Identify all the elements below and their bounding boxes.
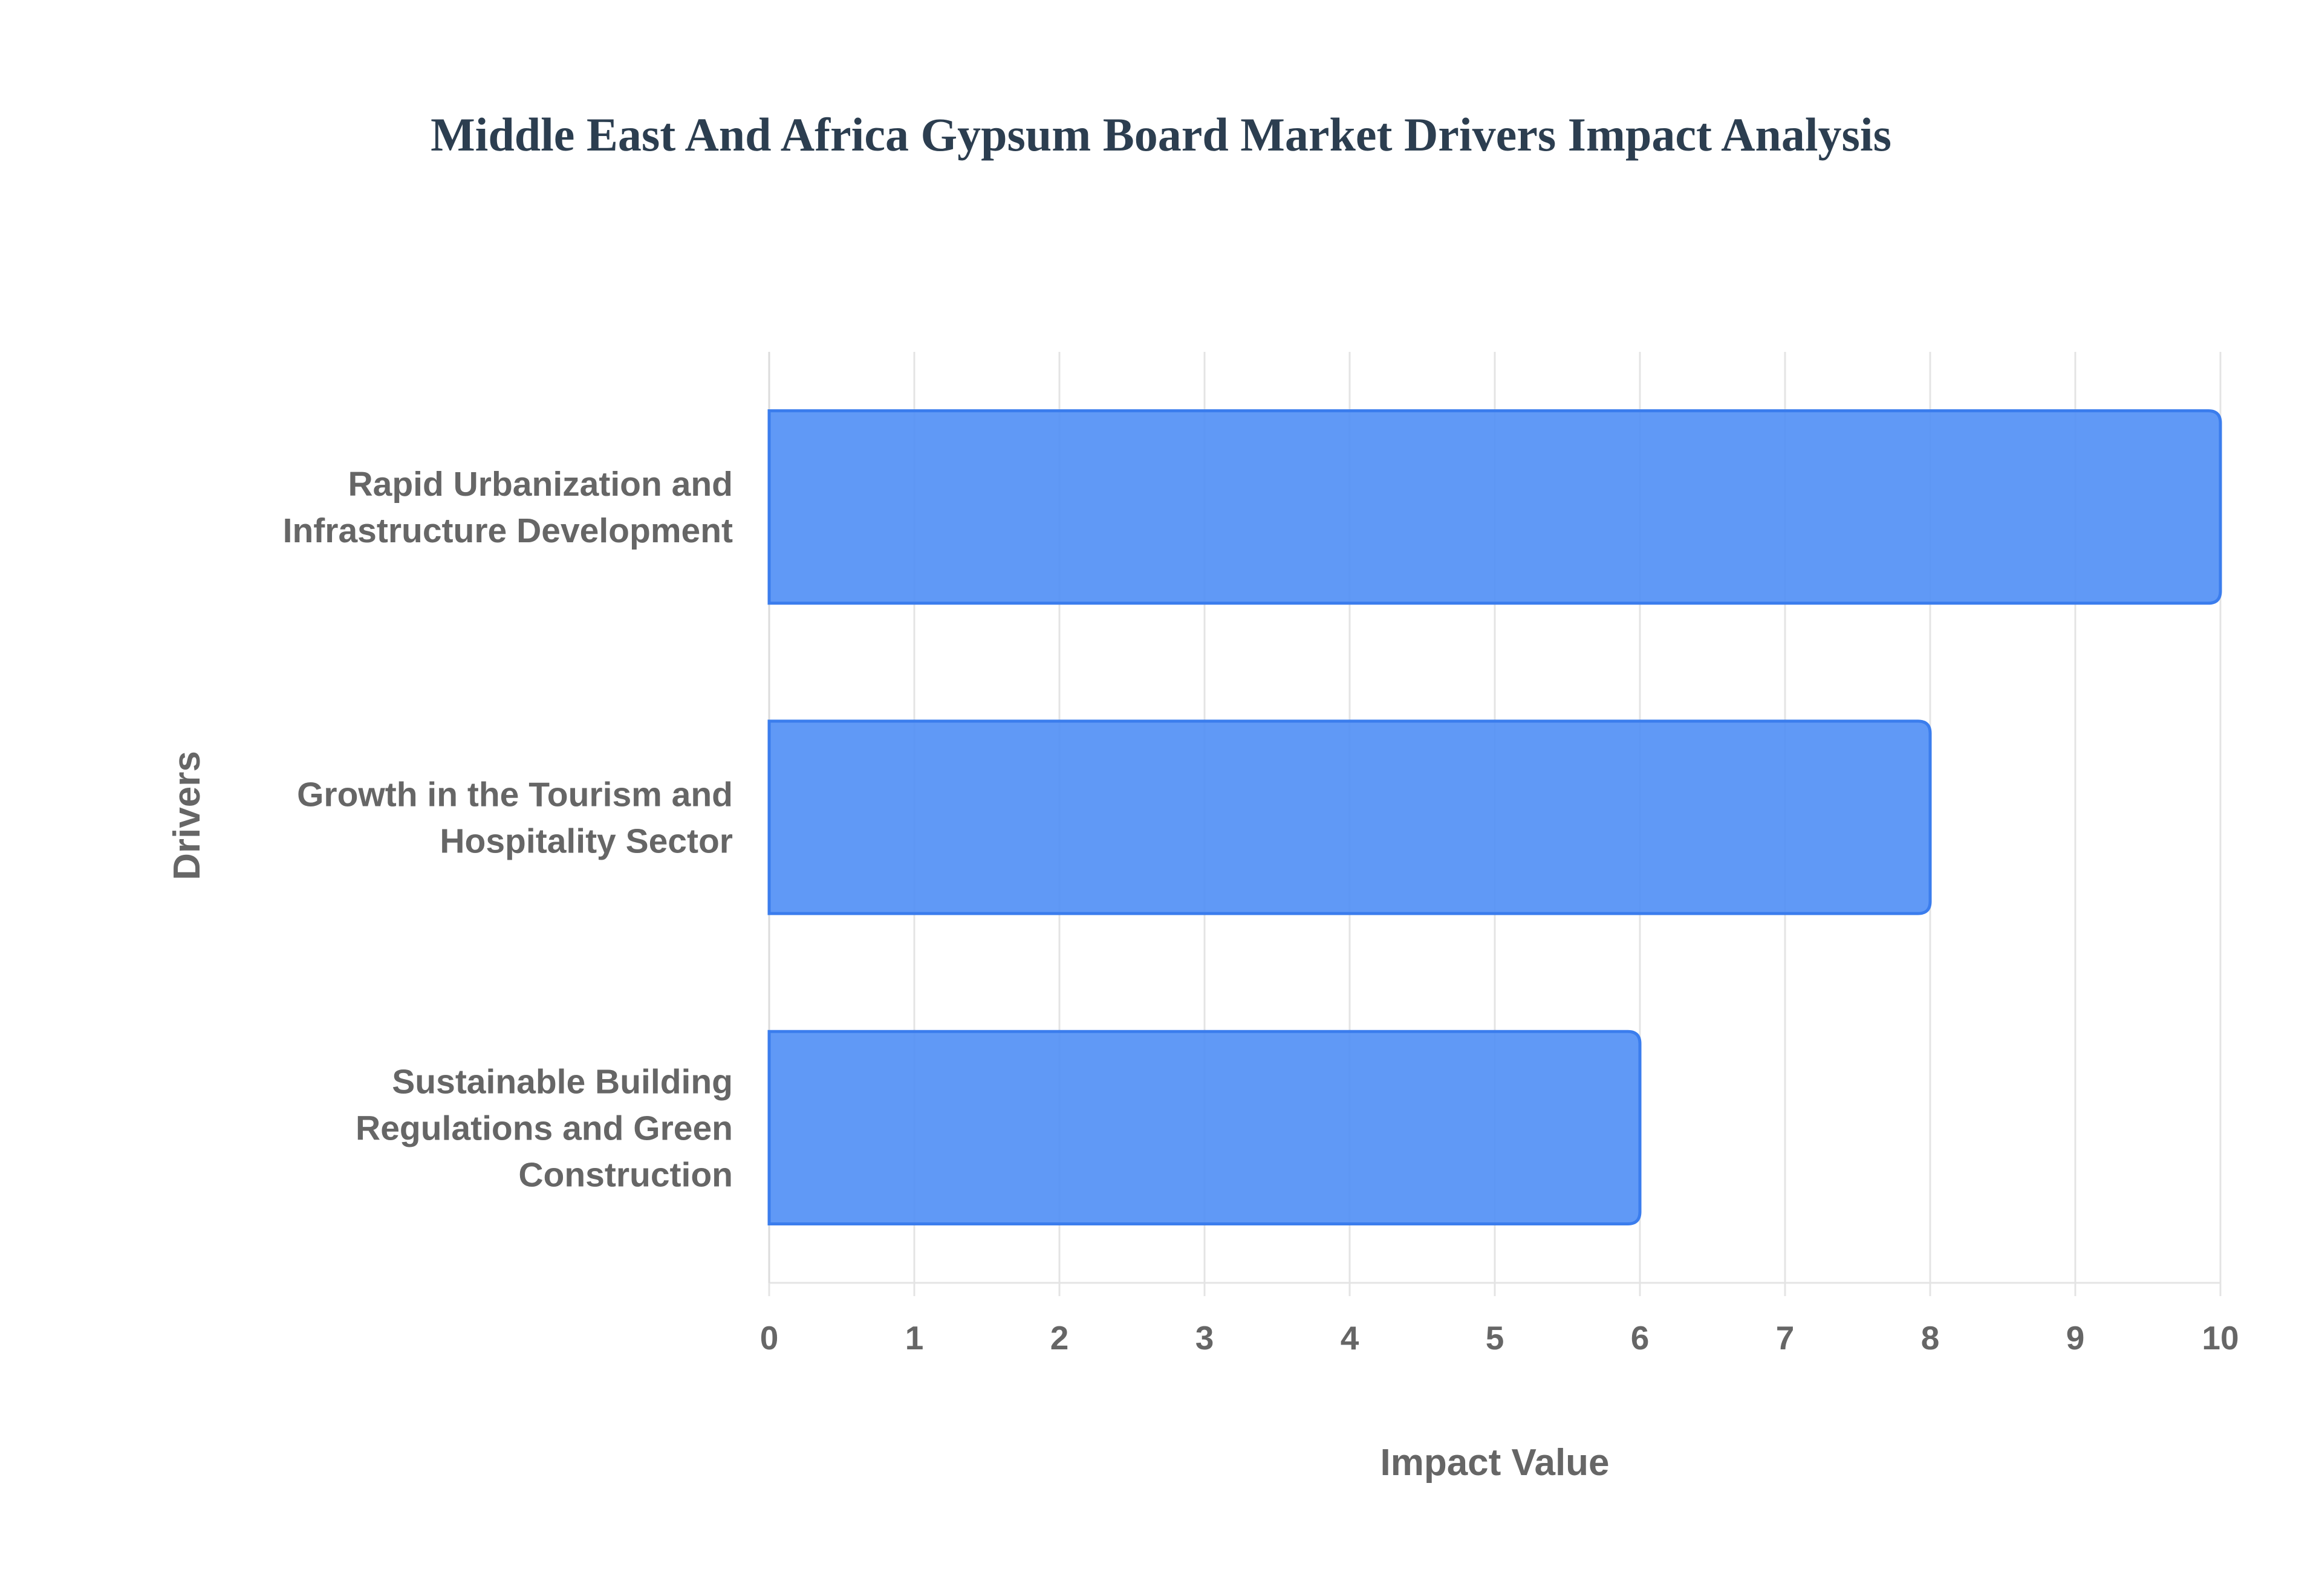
x-axis-title: Impact Value	[1380, 1442, 1609, 1484]
x-tick-label: 1	[905, 1319, 924, 1357]
x-tick-label: 2	[1050, 1319, 1069, 1357]
x-tick-label: 9	[2066, 1319, 2085, 1357]
y-category-label: Rapid Urbanization and Infrastructure Dev…	[283, 465, 733, 550]
bar	[767, 1030, 1642, 1225]
y-category-label: Growth in the Tourism and Hospitality Sec…	[297, 776, 733, 861]
y-category-labels: Rapid Urbanization and Infrastructure Dev…	[283, 465, 733, 1194]
y-category-label: Sustainable Building Regulations and Gree…	[356, 1062, 733, 1194]
chart-title: Middle East And Africa Gypsum Board Mark…	[431, 108, 1891, 161]
x-tick-label: 0	[760, 1319, 779, 1357]
bars	[767, 409, 2222, 1225]
bar	[767, 409, 2222, 605]
bar	[767, 719, 1932, 915]
x-tick-label: 10	[2202, 1319, 2239, 1357]
x-tick-label: 6	[1631, 1319, 1650, 1357]
x-tick-label: 7	[1776, 1319, 1795, 1357]
x-tick-label: 8	[1921, 1319, 1940, 1357]
x-tick-labels: 0 1 2 3 4 5 6 7 8 9 10	[760, 1319, 2239, 1357]
y-axis-title: Drivers	[166, 751, 208, 880]
x-tick-label: 4	[1341, 1319, 1359, 1357]
x-tick-label: 5	[1486, 1319, 1504, 1357]
x-tick-label: 3	[1195, 1319, 1214, 1357]
